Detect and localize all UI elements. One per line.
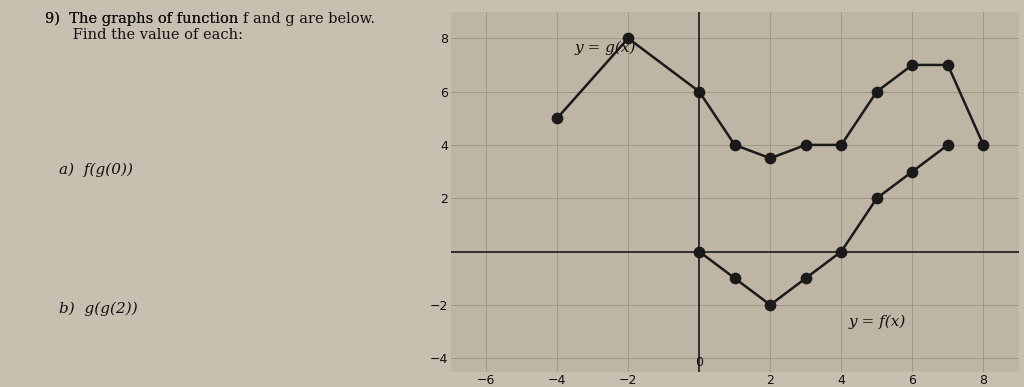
Text: 9)  The graphs of function: 9) The graphs of function	[45, 12, 243, 26]
Point	[691, 248, 708, 255]
Point	[940, 142, 956, 148]
Point	[798, 142, 814, 148]
Point	[940, 62, 956, 68]
Point	[868, 195, 885, 201]
Text: a)  f(g(0)): a) f(g(0))	[58, 163, 132, 177]
Text: 0: 0	[695, 356, 703, 369]
Point	[975, 142, 991, 148]
Point	[834, 142, 850, 148]
Text: 9)  The graphs of function f and g are below.
      Find the value of each:: 9) The graphs of function f and g are be…	[45, 12, 375, 42]
Point	[727, 275, 743, 281]
Point	[691, 89, 708, 95]
Point	[620, 35, 636, 41]
Text: y = g(x): y = g(x)	[574, 40, 636, 55]
Text: y = f(x): y = f(x)	[849, 315, 906, 329]
Point	[904, 62, 921, 68]
Point	[727, 142, 743, 148]
Point	[834, 248, 850, 255]
Point	[798, 275, 814, 281]
Point	[868, 89, 885, 95]
Point	[904, 168, 921, 175]
Point	[762, 155, 778, 161]
Point	[549, 115, 565, 122]
Point	[762, 302, 778, 308]
Text: b)  g(g(2)): b) g(g(2))	[58, 302, 137, 316]
